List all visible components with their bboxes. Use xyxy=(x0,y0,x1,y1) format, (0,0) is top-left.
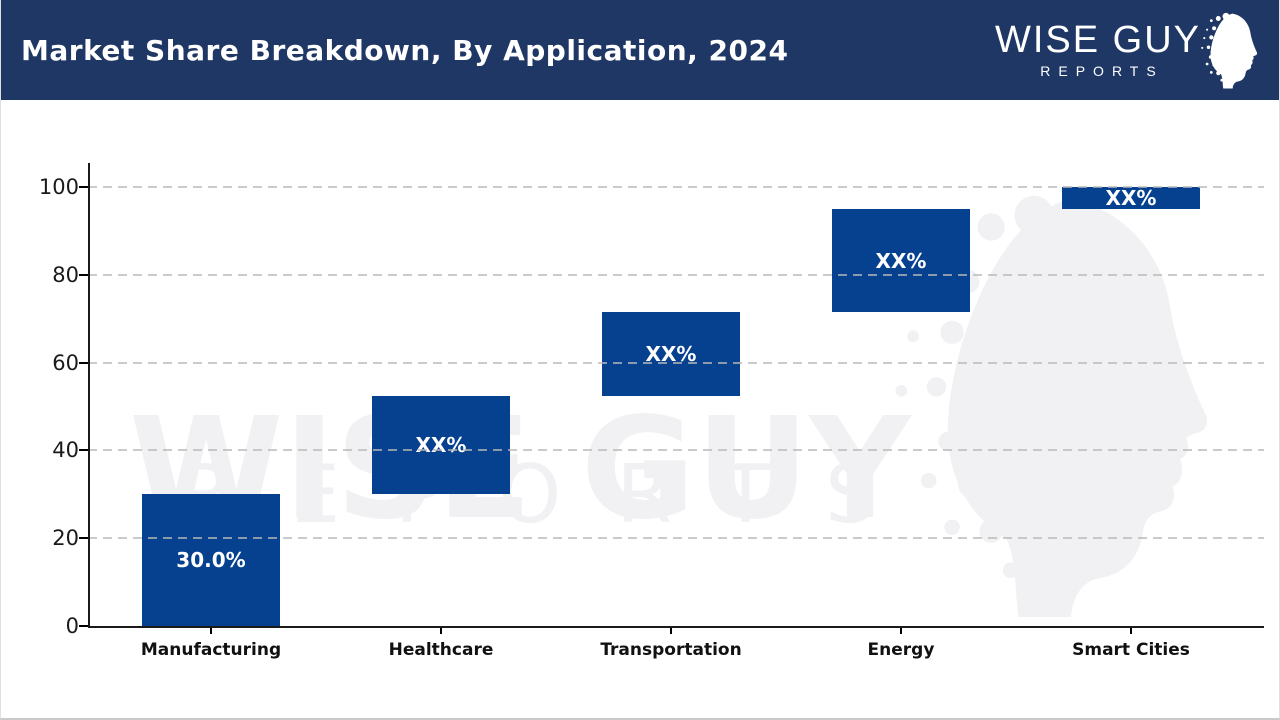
bar-value-label-smart-cities: XX% xyxy=(1105,185,1157,210)
chart-title: Market Share Breakdown, By Application, … xyxy=(21,33,789,67)
logo-face-icon xyxy=(1201,12,1258,89)
y-tick-label-0: 0 xyxy=(65,614,79,638)
watermark-text-reports: REPORTS xyxy=(179,448,931,541)
x-axis-label-smart-cities: Smart Cities xyxy=(1072,640,1190,660)
gridline-100 xyxy=(88,186,1264,188)
x-tick-mark-healthcare xyxy=(440,626,442,634)
y-tick-label-60: 60 xyxy=(52,350,79,375)
logo-wordmark-line1: WISE GUY xyxy=(994,19,1201,62)
logo-wordmark: WISE GUY REPORTS xyxy=(994,19,1201,79)
x-axis-line xyxy=(88,626,1264,628)
x-tick-mark-energy xyxy=(900,626,902,634)
x-tick-mark-smart-cities xyxy=(1130,626,1132,634)
gridline-80 xyxy=(88,273,1264,276)
gridline-60 xyxy=(88,361,1264,364)
wiseguy-logo: WISE GUY REPORTS xyxy=(995,11,1261,89)
x-axis-label-healthcare: Healthcare xyxy=(388,640,494,660)
logo-wordmark-line2: REPORTS xyxy=(1040,62,1164,79)
y-tick-mark-100 xyxy=(79,186,88,188)
gridline-40 xyxy=(88,449,1264,452)
y-tick-mark-60 xyxy=(79,361,88,364)
y-tick-label-40: 40 xyxy=(52,438,79,463)
bar-transportation: XX% xyxy=(602,312,740,396)
gridline-20 xyxy=(88,537,1264,540)
bar-smart-cities: XX% xyxy=(1062,185,1200,210)
y-tick-mark-20 xyxy=(79,537,88,540)
y-tick-mark-40 xyxy=(79,449,88,452)
bar-healthcare: XX% xyxy=(372,395,510,495)
bar-manufacturing: 30.0% xyxy=(142,494,280,626)
y-tick-mark-80 xyxy=(79,273,88,276)
x-tick-mark-transportation xyxy=(670,626,672,634)
y-axis-line xyxy=(88,163,90,628)
y-tick-label-20: 20 xyxy=(52,526,79,551)
chart-area: WISE GUY REPORTS 0 20 40 60 80 100 30.0% Manufa… xyxy=(1,100,1279,718)
header-bar: Market Share Breakdown, By Application, … xyxy=(1,0,1279,100)
x-axis-label-transportation: Transportation xyxy=(600,640,742,660)
y-tick-label-80: 80 xyxy=(52,262,79,287)
x-tick-mark-manufacturing xyxy=(210,626,212,634)
x-axis-label-manufacturing: Manufacturing xyxy=(140,640,282,660)
bar-value-label-energy: XX% xyxy=(875,248,927,273)
bar-energy: XX% xyxy=(832,208,970,313)
y-tick-label-100: 100 xyxy=(38,175,79,199)
y-tick-mark-0 xyxy=(79,625,88,627)
bar-value-label-manufacturing: 30.0% xyxy=(176,548,246,573)
bar-value-label-healthcare: XX% xyxy=(415,432,467,457)
x-axis-label-energy: Energy xyxy=(867,640,935,660)
